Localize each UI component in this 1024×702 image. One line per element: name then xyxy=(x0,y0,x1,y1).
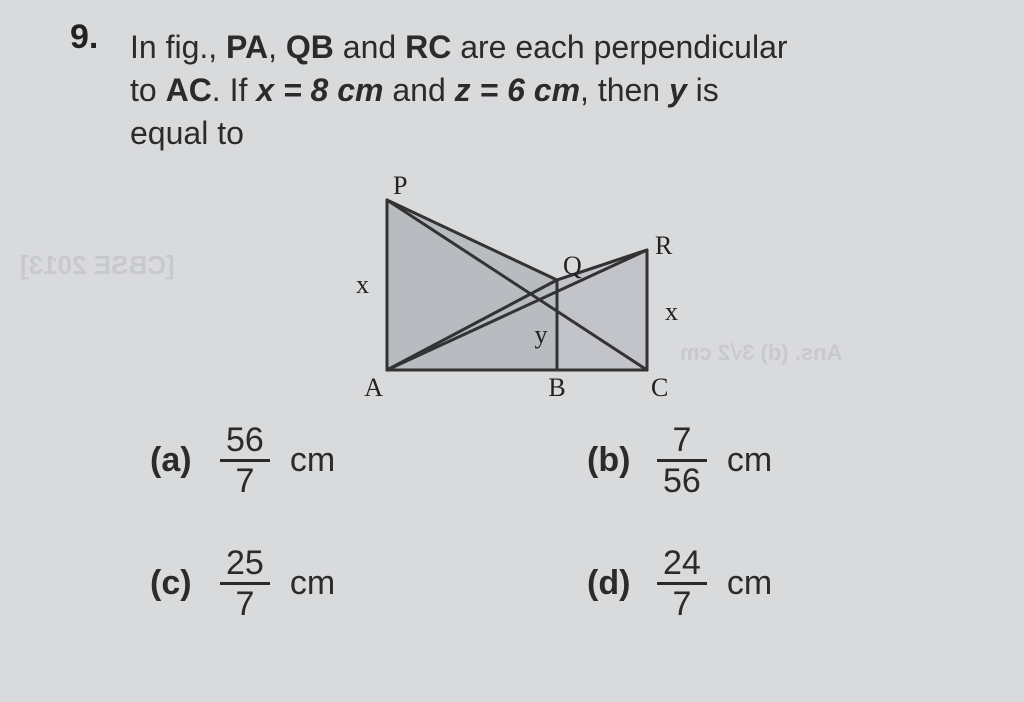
q-line2-d: is xyxy=(696,72,719,108)
seg-pa: PA xyxy=(226,29,268,65)
option-c-unit: cm xyxy=(290,564,335,603)
y-var: y xyxy=(669,72,687,108)
svg-text:Q: Q xyxy=(563,251,582,280)
svg-text:x: x xyxy=(665,297,678,326)
option-c[interactable]: (c) 25 7 cm xyxy=(150,546,467,621)
q-and: and xyxy=(392,72,454,108)
q-line1-b: are each perpendicular xyxy=(460,29,787,65)
svg-text:R: R xyxy=(655,231,673,260)
options-grid: (a) 56 7 cm (b) 7 56 cm (c) 25 7 xyxy=(150,423,904,621)
option-a-fraction: 56 7 xyxy=(220,423,270,498)
svg-text:P: P xyxy=(393,171,407,200)
page: 9. In fig., PA, QB and RC are each perpe… xyxy=(0,0,1024,702)
svg-text:x: x xyxy=(356,270,369,299)
option-c-label: (c) xyxy=(150,564,206,603)
option-b[interactable]: (b) 7 56 cm xyxy=(587,423,904,498)
svg-text:A: A xyxy=(364,373,383,400)
seg-ac: AC xyxy=(166,72,212,108)
q-line1-a: In fig., xyxy=(130,29,226,65)
svg-text:y: y xyxy=(535,320,548,349)
option-b-fraction: 7 56 xyxy=(657,423,707,498)
option-a-unit: cm xyxy=(290,441,335,480)
option-b-den: 56 xyxy=(657,464,707,498)
option-d-unit: cm xyxy=(727,564,772,603)
option-c-fraction: 25 7 xyxy=(220,546,270,621)
q-line3: equal to xyxy=(130,115,244,151)
x-eq: x = 8 cm xyxy=(256,72,383,108)
option-a-den: 7 xyxy=(229,464,260,498)
option-d-fraction: 24 7 xyxy=(657,546,707,621)
option-a-label: (a) xyxy=(150,441,206,480)
z-eq: z = 6 cm xyxy=(455,72,580,108)
svg-text:B: B xyxy=(548,373,565,400)
option-a-num: 56 xyxy=(220,423,270,457)
option-d-num: 24 xyxy=(657,546,707,580)
option-c-den: 7 xyxy=(229,587,260,621)
option-c-num: 25 xyxy=(220,546,270,580)
question-text: In fig., PA, QB and RC are each perpendi… xyxy=(130,26,984,156)
option-d-den: 7 xyxy=(666,587,697,621)
geometry-figure: P Q R A B Cx y x xyxy=(347,170,707,400)
question-number: 9. xyxy=(70,18,98,57)
svg-text:C: C xyxy=(651,373,668,400)
seg-rc: RC xyxy=(405,29,451,65)
option-d[interactable]: (d) 24 7 cm xyxy=(587,546,904,621)
figure-wrap: P Q R A B Cx y x xyxy=(70,170,984,405)
q-line2-a: to xyxy=(130,72,166,108)
option-d-label: (d) xyxy=(587,564,643,603)
seg-qb: QB xyxy=(286,29,334,65)
q-line2-b: . If xyxy=(212,72,256,108)
option-b-unit: cm xyxy=(727,441,772,480)
option-a[interactable]: (a) 56 7 cm xyxy=(150,423,467,498)
option-b-label: (b) xyxy=(587,441,643,480)
q-line2-c: , then xyxy=(580,72,669,108)
option-b-num: 7 xyxy=(666,423,697,457)
